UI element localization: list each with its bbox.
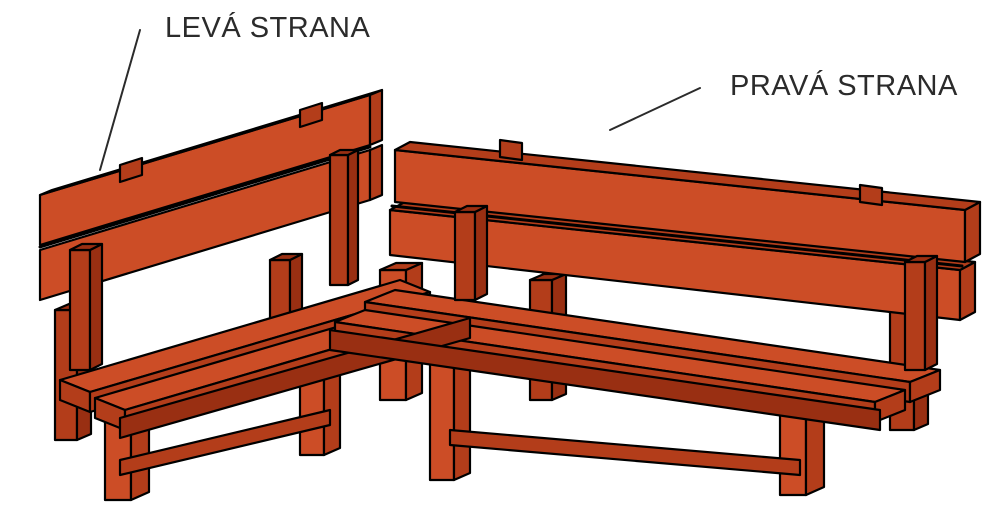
bench-illustration: [0, 0, 994, 532]
diagram-stage: LEVÁ STRANA PRAVÁ STRANA: [0, 0, 994, 532]
